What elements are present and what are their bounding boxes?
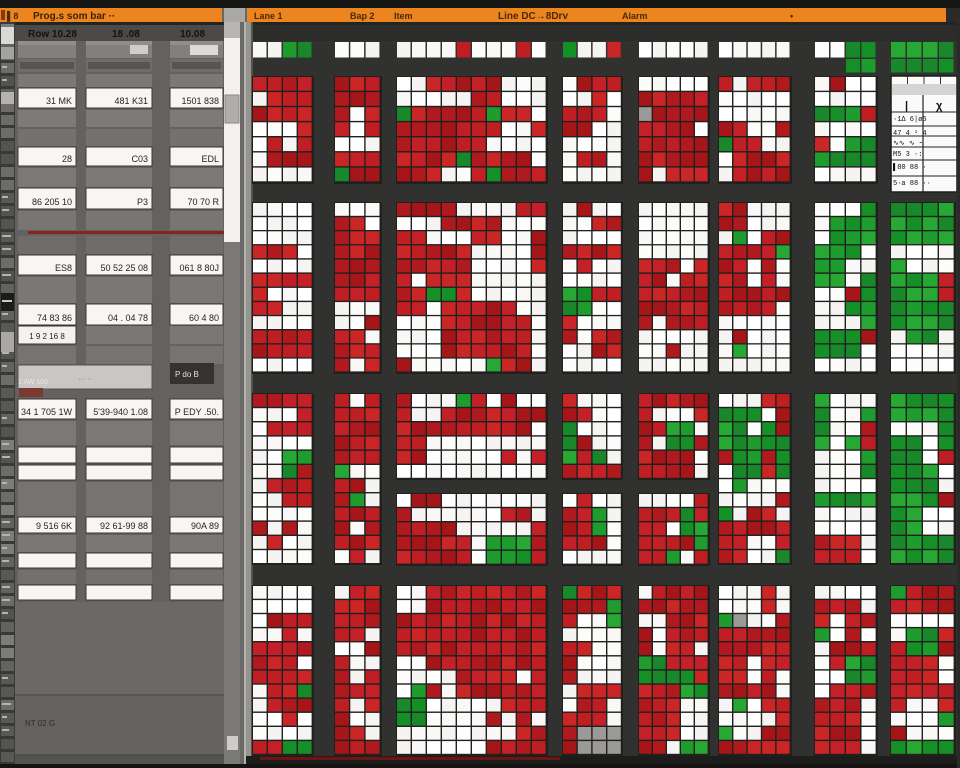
svg-text:NT 02 G: NT 02 G [25,719,55,728]
svg-text:C03: C03 [131,154,148,164]
svg-text:EDL: EDL [201,154,219,164]
svg-text:47 4 ¹ 4: 47 4 ¹ 4 [893,130,927,138]
svg-text:9 516 6K: 9 516 6K [36,521,72,531]
svg-text:•: • [790,11,793,21]
svg-text:90A 89: 90A 89 [191,521,219,531]
svg-text:▌80 88 ·: ▌80 88 · [893,163,927,172]
svg-text:04 . 04 78: 04 . 04 78 [108,313,148,323]
svg-text:χ: χ [936,100,943,112]
svg-text:5'39-940 1.08: 5'39-940 1.08 [93,407,148,417]
svg-text:1501 838: 1501 838 [181,96,219,106]
svg-text:18 .08: 18 .08 [112,29,140,40]
svg-text:1 AW 100: 1 AW 100 [18,379,48,386]
svg-text:··· ··: ··· ·· [78,376,92,383]
svg-text:M5 3 ·:: M5 3 ·: [893,151,922,159]
svg-text:Item: Item [394,11,413,21]
svg-text:34 1 705 1W: 34 1 705 1W [21,407,73,417]
svg-text:P3: P3 [137,197,148,207]
svg-text:481 K31: 481 K31 [114,96,148,106]
svg-text:Lane 1: Lane 1 [254,11,283,21]
svg-text:P do B: P do B [175,370,199,379]
svg-text:10.08: 10.08 [180,29,205,40]
svg-text:|: | [905,100,908,112]
svg-text:061 8 80J: 061 8 80J [179,263,219,273]
svg-text:Line DC→8Drv: Line DC→8Drv [498,11,568,22]
svg-text:ES8: ES8 [55,263,72,273]
svg-text:86 205 10: 86 205 10 [32,197,72,207]
svg-text:Bap 2: Bap 2 [350,11,375,21]
svg-text:28: 28 [62,154,72,164]
svg-text:▌8: ▌8 [7,10,18,22]
svg-text:74 83 86: 74 83 86 [37,313,72,323]
svg-text:60 4 80: 60 4 80 [189,313,219,323]
svg-text:50 52 25 08: 50 52 25 08 [100,263,148,273]
svg-text:Prog.s som bar ··: Prog.s som bar ·· [33,11,115,22]
svg-text:∿∿ ∿ ⁃: ∿∿ ∿ ⁃ [893,140,923,148]
svg-text:P EDY .50.: P EDY .50. [175,407,219,417]
svg-text:92 61-99 88: 92 61-99 88 [100,521,148,531]
svg-text:70 70 R: 70 70 R [187,197,219,207]
svg-text:Alarm: Alarm [622,11,648,21]
svg-text:1 9 2 16 8: 1 9 2 16 8 [29,332,65,341]
svg-text:5·a 88 ··: 5·a 88 ·· [893,180,931,188]
svg-text:31 MK: 31 MK [46,96,72,106]
svg-text:Row 10.28: Row 10.28 [28,29,77,40]
svg-text:·1Δ 6|ø5: ·1Δ 6|ø5 [893,116,927,124]
